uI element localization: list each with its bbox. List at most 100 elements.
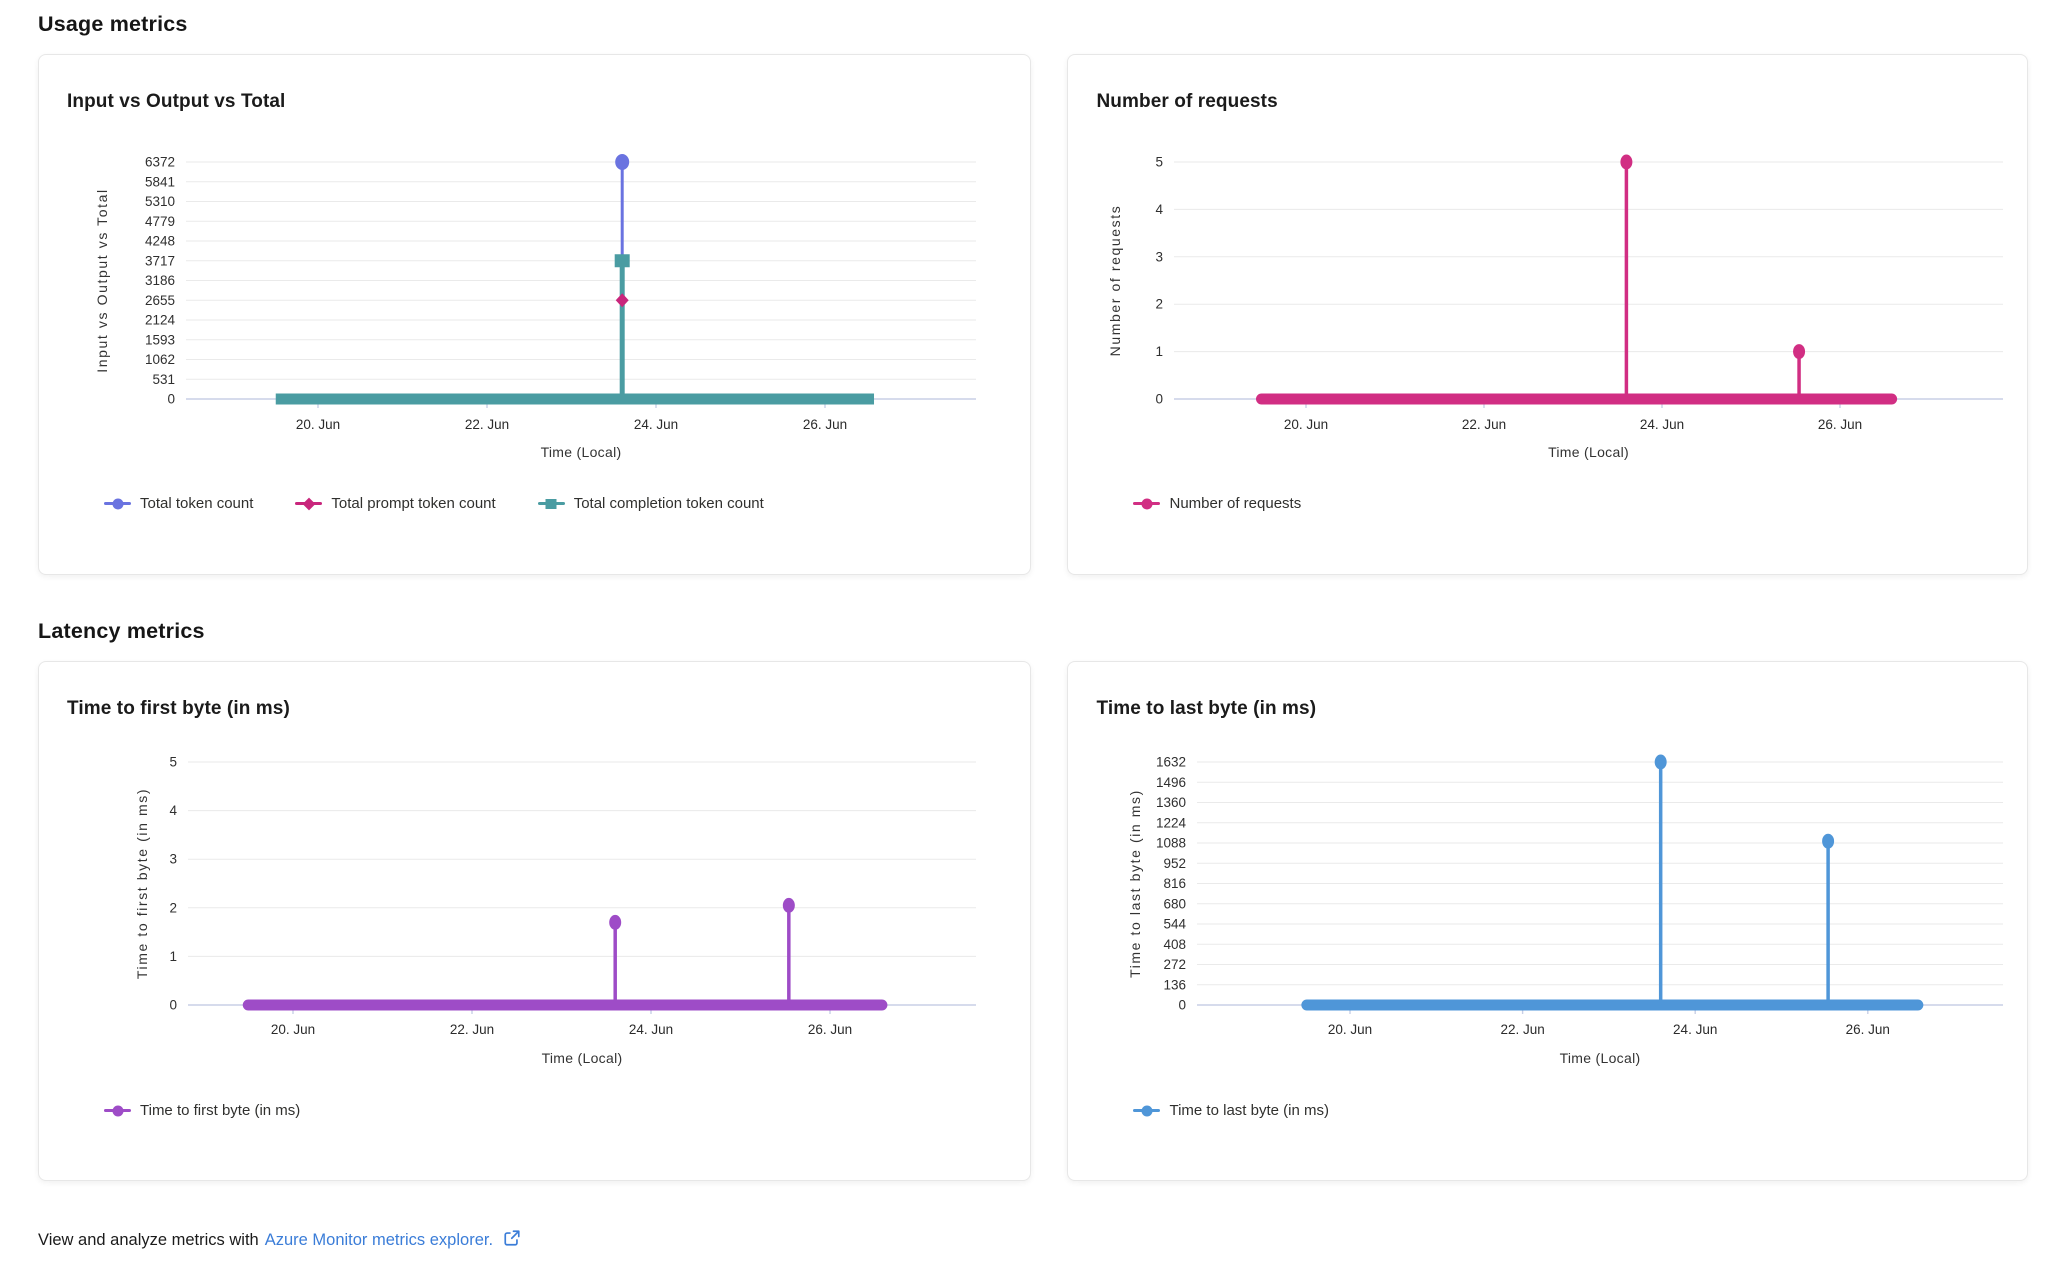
svg-text:2124: 2124 — [145, 313, 176, 328]
svg-text:5310: 5310 — [145, 194, 175, 209]
time-to-last-byte-legend: Time to last byte (in ms) — [1133, 1102, 1329, 1119]
chart-card-time-to-last-byte: Time to last byte (in ms) 0 136 272 408 544 6… — [1067, 661, 2028, 1181]
svg-text:26. Jun: 26. Jun — [1818, 417, 1862, 432]
legend-item[interactable]: Number of requests — [1133, 495, 1301, 512]
svg-text:952: 952 — [1164, 856, 1187, 871]
svg-text:0: 0 — [169, 998, 177, 1013]
chart-card-token-counts: Input vs Output vs Total 0 531 1062 1593 212… — [38, 54, 1033, 576]
svg-text:2655: 2655 — [145, 293, 175, 308]
svg-text:1224: 1224 — [1156, 815, 1187, 830]
svg-text:2: 2 — [1156, 297, 1164, 312]
svg-text:272: 272 — [1164, 957, 1187, 972]
svg-text:3717: 3717 — [145, 253, 175, 268]
svg-text:3186: 3186 — [145, 273, 175, 288]
svg-text:1088: 1088 — [1156, 836, 1186, 851]
legend-diamond-icon — [295, 496, 323, 512]
svg-text:408: 408 — [1164, 937, 1187, 952]
footer-note: View and analyze metrics with Azure Moni… — [38, 1229, 2028, 1252]
chart-card-time-to-first-byte: Time to first byte (in ms) 0 1 2 3 4 5 20. Jun… — [38, 661, 1033, 1182]
svg-text:24. Jun: 24. Jun — [1674, 1022, 1718, 1037]
token-counts-legend: Total token count Total prompt token coun… — [104, 495, 764, 512]
legend-label: Time to last byte (in ms) — [1169, 1102, 1329, 1119]
time-to-last-byte-plot[interactable]: 0 136 272 408 544 680 816 952 1088 1224 1360 1496 16… — [1068, 662, 2029, 1182]
legend-label: Total token count — [140, 495, 254, 512]
svg-text:20. Jun: 20. Jun — [1284, 417, 1328, 432]
svg-text:Time (Local): Time (Local) — [541, 444, 622, 460]
svg-text:1: 1 — [1156, 344, 1164, 359]
svg-text:4: 4 — [169, 803, 177, 818]
legend-item[interactable]: Total completion token count — [537, 495, 764, 512]
external-link-icon[interactable] — [503, 1229, 521, 1252]
svg-text:1360: 1360 — [1156, 795, 1186, 810]
chart-title-time-to-first-byte: Time to first byte (in ms) — [67, 698, 290, 719]
chart-card-number-of-requests: Number of requests 0 1 2 3 4 5 20. Jun 22. Jun 2… — [1067, 54, 2028, 575]
svg-text:20. Jun: 20. Jun — [296, 417, 340, 432]
svg-text:24. Jun: 24. Jun — [1640, 417, 1684, 432]
svg-text:4779: 4779 — [145, 214, 175, 229]
legend-item[interactable]: Time to last byte (in ms) — [1133, 1102, 1329, 1119]
svg-text:1632: 1632 — [1156, 755, 1186, 770]
legend-circle-icon — [1133, 496, 1161, 512]
svg-text:0: 0 — [167, 392, 175, 407]
svg-text:26. Jun: 26. Jun — [803, 417, 847, 432]
svg-text:4: 4 — [1156, 202, 1164, 217]
svg-text:136: 136 — [1164, 977, 1187, 992]
legend-circle-icon — [104, 1103, 131, 1119]
time-to-first-byte-legend: Time to first byte (in ms) — [104, 1102, 300, 1119]
svg-text:544: 544 — [1164, 917, 1187, 932]
svg-text:Number of requests: Number of requests — [1107, 205, 1123, 357]
usage-charts-row: Input vs Output vs Total 0 531 1062 1593 212… — [38, 54, 2028, 575]
svg-text:Time to first byte (in ms): Time to first byte (in ms) — [134, 788, 150, 979]
svg-text:5841: 5841 — [145, 174, 175, 189]
svg-text:22. Jun: 22. Jun — [1462, 417, 1506, 432]
svg-text:26. Jun: 26. Jun — [1846, 1022, 1890, 1037]
svg-text:680: 680 — [1164, 896, 1187, 911]
svg-text:5: 5 — [1156, 155, 1164, 170]
svg-text:22. Jun: 22. Jun — [1501, 1022, 1545, 1037]
svg-text:3: 3 — [169, 852, 177, 867]
number-of-requests-plot[interactable]: 0 1 2 3 4 5 20. Jun 22. Jun 24. Jun 26. Jun Time (… — [1068, 55, 2029, 576]
footer-text: View and analyze metrics with — [38, 1231, 259, 1249]
time-to-first-byte-plot[interactable]: 0 1 2 3 4 5 20. Jun 22. Jun 24. Jun 26. Jun Time (… — [39, 662, 1033, 1182]
legend-label: Time to first byte (in ms) — [140, 1102, 301, 1119]
svg-text:1062: 1062 — [145, 352, 175, 367]
legend-label: Total completion token count — [573, 495, 764, 512]
legend-label: Number of requests — [1169, 495, 1302, 512]
svg-text:24. Jun: 24. Jun — [634, 417, 678, 432]
chart-title-number-of-requests: Number of requests — [1096, 91, 1278, 112]
legend-square-icon — [537, 496, 565, 512]
legend-circle-icon — [1133, 1103, 1161, 1119]
legend-item[interactable]: Total prompt token count — [295, 495, 496, 512]
svg-text:4248: 4248 — [145, 234, 175, 249]
svg-text:531: 531 — [152, 372, 175, 387]
legend-item[interactable]: Total token count — [104, 495, 253, 512]
svg-text:Time (Local): Time (Local) — [542, 1050, 623, 1066]
svg-text:Time to last byte (in ms): Time to last byte (in ms) — [1127, 789, 1143, 978]
svg-text:22. Jun: 22. Jun — [450, 1022, 494, 1037]
usage-metrics-heading: Usage metrics — [38, 12, 188, 36]
svg-text:5: 5 — [169, 755, 177, 770]
svg-text:Time (Local): Time (Local) — [1549, 444, 1630, 460]
svg-text:0: 0 — [1156, 392, 1164, 407]
latency-charts-row: Time to first byte (in ms) 0 1 2 3 4 5 20. Jun… — [38, 661, 2028, 1181]
svg-text:20. Jun: 20. Jun — [1328, 1022, 1372, 1037]
svg-text:Input vs Output vs Total: Input vs Output vs Total — [94, 188, 110, 372]
svg-text:Time (Local): Time (Local) — [1560, 1050, 1641, 1066]
legend-item[interactable]: Time to first byte (in ms) — [104, 1102, 300, 1119]
azure-monitor-metrics-explorer-link[interactable]: Azure Monitor metrics explorer. — [264, 1231, 494, 1249]
token-counts-plot[interactable]: 0 531 1062 1593 2124 2655 3186 3717 4248 4779 5310… — [39, 55, 1033, 576]
svg-text:3: 3 — [1156, 249, 1164, 264]
svg-text:6372: 6372 — [145, 155, 175, 170]
svg-text:816: 816 — [1164, 876, 1187, 891]
chart-title-time-to-last-byte: Time to last byte (in ms) — [1096, 698, 1317, 719]
svg-text:26. Jun: 26. Jun — [808, 1022, 852, 1037]
svg-text:24. Jun: 24. Jun — [629, 1022, 673, 1037]
svg-text:1593: 1593 — [145, 332, 175, 347]
latency-metrics-heading: Latency metrics — [38, 619, 205, 643]
svg-text:22. Jun: 22. Jun — [465, 417, 509, 432]
legend-label: Total prompt token count — [331, 495, 496, 512]
svg-text:20. Jun: 20. Jun — [271, 1022, 315, 1037]
chart-title-token-counts: Input vs Output vs Total — [67, 91, 286, 112]
svg-text:1: 1 — [169, 949, 177, 964]
